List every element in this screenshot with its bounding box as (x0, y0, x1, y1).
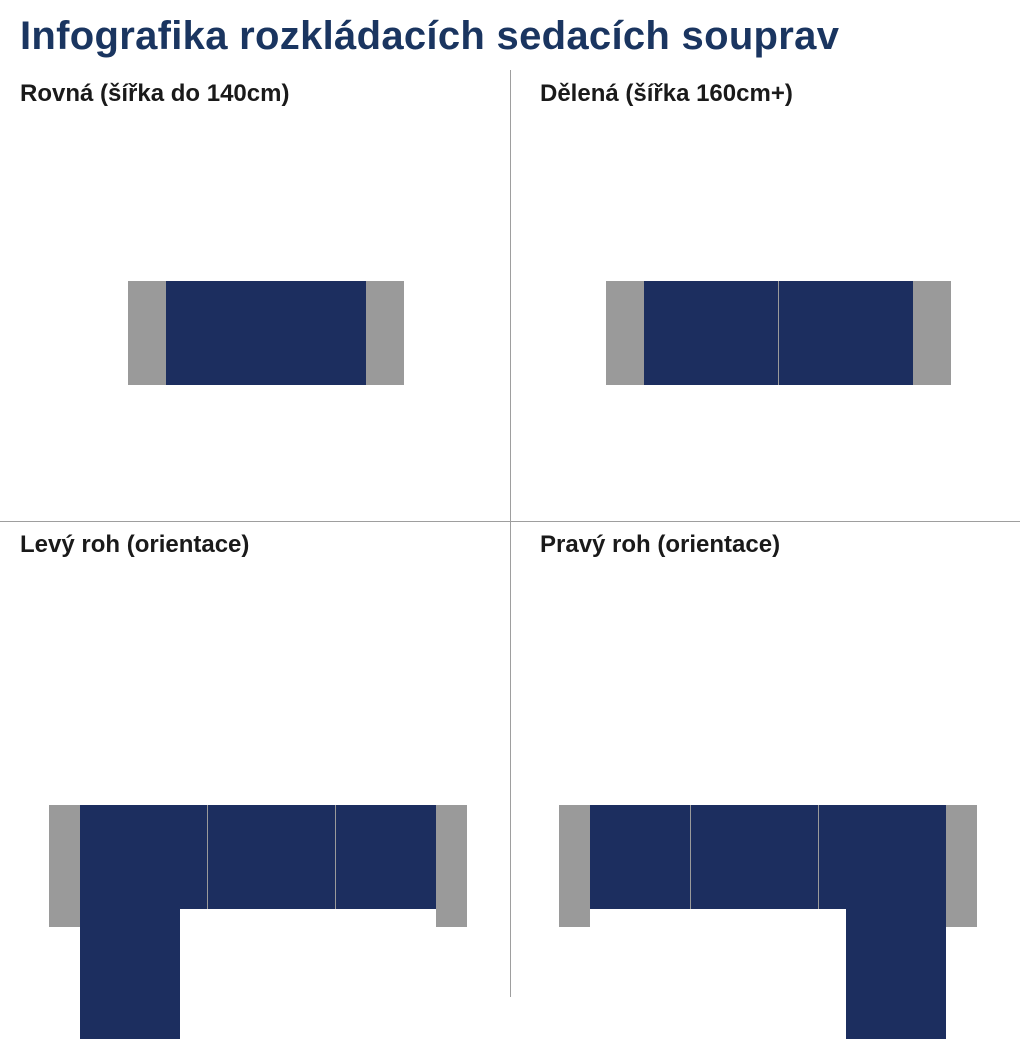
panel-straight: Rovná (šířka do 140cm) (0, 70, 510, 521)
sofa-block (846, 909, 946, 1039)
sofa-block (80, 909, 180, 1039)
sofa-block (946, 805, 977, 909)
infographic-page: Infografika rozkládacích sedacích soupra… (0, 0, 1020, 997)
page-title: Infografika rozkládacích sedacích soupra… (20, 14, 839, 59)
panel-corner-left: Levý roh (orientace) (0, 521, 510, 997)
grid-container: Rovná (šířka do 140cm) Dělená (šířka 160… (0, 70, 1020, 997)
sofa-diagram-split (510, 70, 1020, 521)
panel-split: Dělená (šířka 160cm+) (510, 70, 1020, 521)
sofa-block (366, 281, 404, 385)
sofa-block (913, 281, 951, 385)
panel-corner-right: Pravý roh (orientace) (510, 521, 1020, 997)
sofa-diagram-corner-left (0, 521, 510, 997)
sofa-block (819, 805, 946, 909)
sofa-block (590, 805, 690, 909)
sofa-block (128, 281, 166, 385)
sofa-block (691, 805, 818, 909)
sofa-block (49, 909, 80, 927)
sofa-block (166, 281, 366, 385)
sofa-diagram-corner-right (510, 521, 1020, 997)
sofa-block (208, 805, 335, 909)
sofa-block (644, 281, 778, 385)
sofa-block (436, 909, 467, 927)
sofa-block (436, 805, 467, 909)
sofa-block (559, 909, 590, 927)
sofa-block (559, 805, 590, 909)
sofa-block (80, 805, 207, 909)
sofa-block (49, 805, 80, 909)
sofa-block (779, 281, 913, 385)
sofa-block (946, 909, 977, 927)
sofa-diagram-straight (0, 70, 510, 521)
sofa-block (336, 805, 436, 909)
sofa-block (606, 281, 644, 385)
